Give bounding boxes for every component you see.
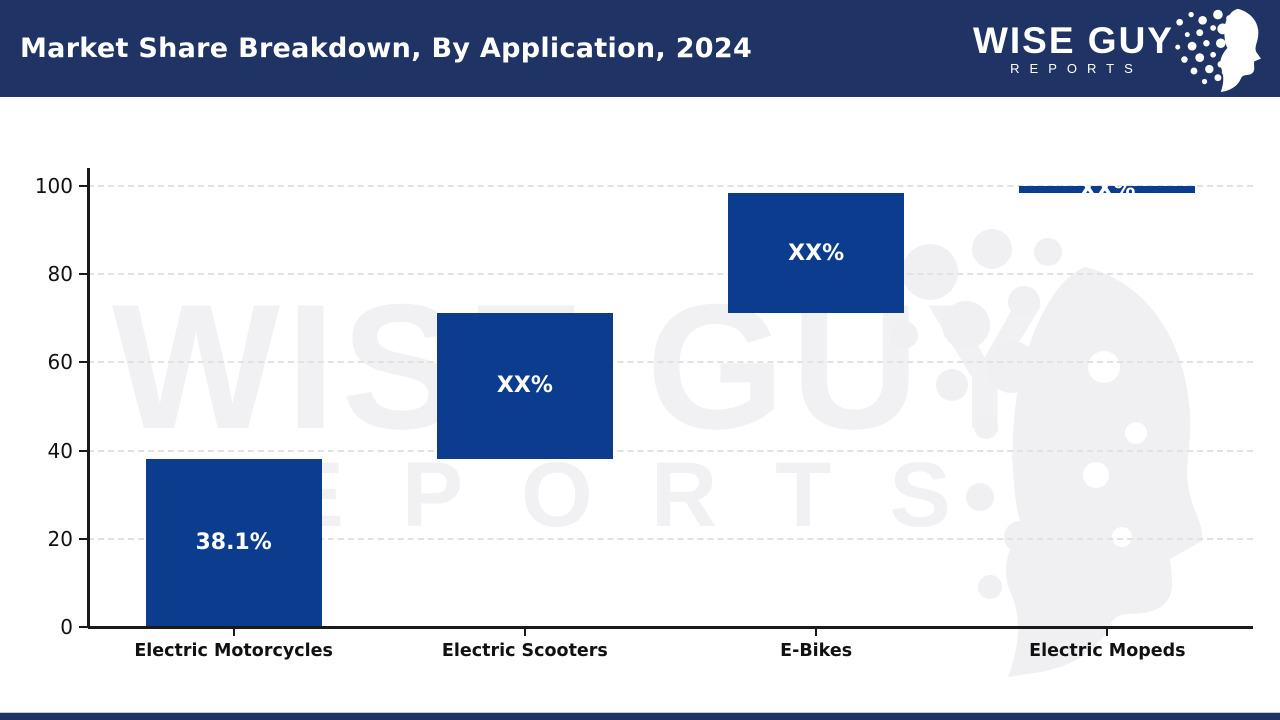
y-axis-line: [87, 168, 90, 628]
x-category-label: E-Bikes: [780, 641, 853, 661]
plot-layer: 0 20 40 60 80 100 38.1% Electric Motorcycles XX%…: [0, 97, 1280, 713]
gridline-80: [88, 273, 1253, 276]
gridline-40: [88, 449, 1253, 452]
bar-e-bikes: XX%: [728, 193, 905, 313]
y-tick-mark: [79, 273, 87, 276]
gridline-100: [88, 185, 1253, 187]
x-axis-line: [88, 626, 1253, 629]
x-category-label: Electric Motorcycles: [134, 641, 333, 661]
wise-guy-reports-logo: WISE GUY REPORTS: [973, 5, 1264, 93]
bar-value-label: XX%: [788, 240, 845, 266]
bar-electric-motorcycles: 38.1%: [145, 458, 322, 627]
chart-title: Market Share Breakdown, By Application, …: [20, 33, 753, 64]
footer-bar: [0, 712, 1280, 720]
chart-area: WISE GUY REPORTS 0 20 40 60 80 100 38.1% Electr…: [0, 97, 1280, 713]
y-tick-mark: [79, 626, 87, 628]
logo-wordmark: WISE GUY: [972, 20, 1174, 61]
bar-value-label: XX%: [496, 373, 553, 399]
y-tick-label: 0: [60, 615, 73, 639]
x-tick-mark: [815, 627, 818, 636]
x-tick-mark: [232, 627, 235, 636]
header-bar: Market Share Breakdown, By Application, …: [0, 0, 1280, 97]
bar-value-label: XX%: [1079, 186, 1135, 193]
gridline-20: [88, 537, 1253, 540]
y-tick-mark: [79, 537, 87, 540]
y-tick-mark: [79, 185, 87, 187]
y-tick-mark: [79, 361, 87, 364]
bar-electric-mopeds: XX%: [1019, 186, 1196, 194]
y-tick-label: 40: [47, 438, 73, 463]
y-tick-label: 20: [47, 526, 73, 551]
gridline-60: [88, 361, 1253, 364]
y-tick-label: 80: [47, 262, 73, 287]
logo-subtitle: REPORTS: [1010, 61, 1143, 76]
bar-electric-scooters: XX%: [436, 312, 613, 459]
x-category-label: Electric Mopeds: [1029, 641, 1186, 661]
x-category-label: Electric Scooters: [441, 641, 608, 661]
x-tick-mark: [523, 627, 526, 636]
y-tick-mark: [79, 449, 87, 452]
y-tick-label: 100: [34, 174, 73, 198]
bar-value-label: 38.1%: [195, 530, 272, 556]
logo-face-icon: [1175, 8, 1261, 92]
y-tick-label: 60: [47, 350, 73, 375]
logo-text: WISE GUY REPORTS: [973, 22, 1174, 75]
